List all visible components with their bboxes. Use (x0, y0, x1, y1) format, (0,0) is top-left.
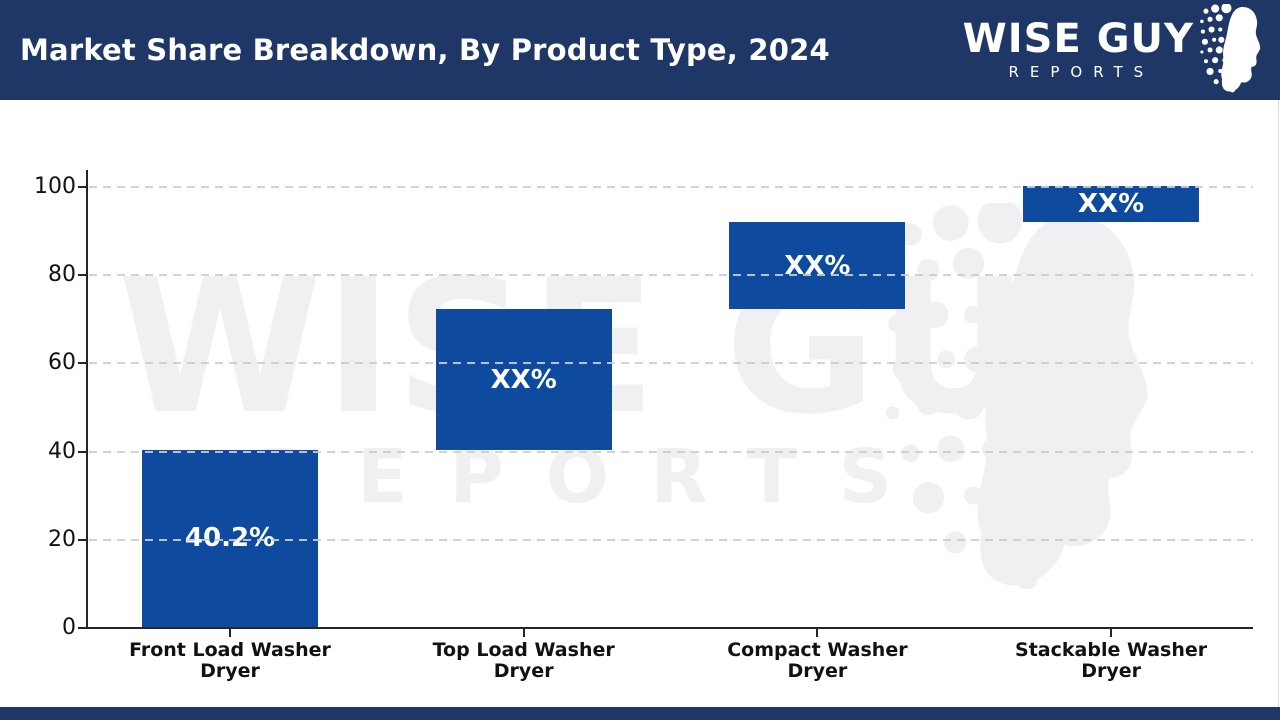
bar-value-label: XX% (490, 364, 557, 395)
bar-segment: XX% (729, 222, 906, 310)
category-label: Front Load Washer Dryer (129, 639, 331, 683)
chart-area: WISE GU REPORTS 0 20 40 60 80 100 40.2% Front L… (0, 100, 1280, 707)
gridline (89, 538, 1253, 541)
category-label: Compact Washer Dryer (727, 639, 908, 683)
x-tick (522, 629, 525, 637)
y-tick-label: 0 (62, 615, 76, 640)
x-tick (1110, 629, 1113, 637)
watermark-subtext: REPORTS (258, 434, 935, 520)
gridline (89, 186, 1253, 188)
y-tick (78, 538, 86, 541)
bar-segment: XX% (435, 309, 612, 450)
gridline (89, 450, 1253, 453)
bar-value-label: XX% (1078, 189, 1145, 220)
bar-segment: XX% (1023, 186, 1200, 223)
y-tick (78, 450, 86, 453)
page-title: Market Share Breakdown, By Product Type,… (20, 33, 830, 67)
y-tick (78, 627, 86, 629)
y-tick (78, 274, 86, 277)
bar-value-label: XX% (784, 250, 851, 281)
x-axis-line (86, 627, 1253, 629)
y-tick-label: 60 (48, 350, 76, 376)
header: Market Share Breakdown, By Product Type,… (0, 0, 1280, 100)
bar-segment: 40.2% (142, 449, 318, 627)
y-tick-label: 80 (48, 262, 76, 288)
right-border (1278, 100, 1279, 707)
gridline (89, 274, 1253, 277)
x-tick (816, 629, 819, 637)
wiseguy-head-icon (1200, 4, 1261, 93)
y-axis-line (86, 170, 88, 629)
y-tick-label: 20 (48, 526, 76, 552)
brand-subname: REPORTS (1008, 63, 1155, 81)
y-tick (78, 186, 86, 188)
category-label: Top Load Washer Dryer (432, 639, 615, 683)
gridline (89, 362, 1253, 365)
y-tick (78, 362, 86, 365)
brand-name: WISE GUY (962, 16, 1194, 62)
brand-logo: WISE GUY REPORTS (963, 4, 1266, 96)
y-tick-label: 40 (48, 438, 76, 464)
y-tick-label: 100 (34, 174, 76, 199)
footer-bar (0, 707, 1280, 720)
x-tick (229, 629, 231, 637)
category-label: Stackable Washer Dryer (1015, 639, 1208, 683)
wiseguy-head-watermark-icon (884, 203, 1148, 590)
bar-value-label: 40.2% (184, 523, 276, 554)
